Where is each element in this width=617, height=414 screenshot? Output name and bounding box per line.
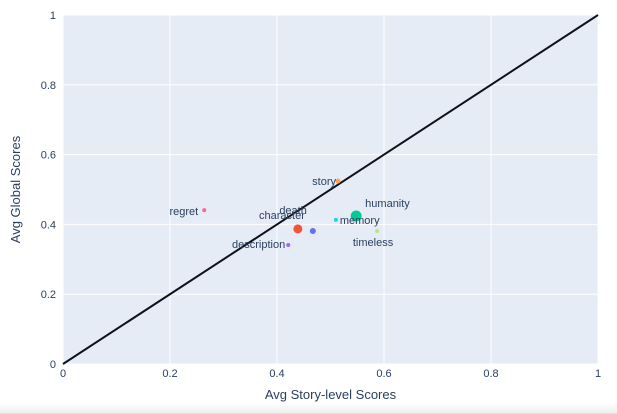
point-label-regret: regret bbox=[169, 206, 198, 218]
point-label-death: death bbox=[279, 205, 307, 217]
y-tick-label: 0.2 bbox=[41, 289, 56, 301]
data-point-story[interactable] bbox=[335, 178, 341, 184]
data-point-description[interactable] bbox=[286, 242, 291, 247]
y-tick-label: 0 bbox=[50, 359, 56, 371]
x-tick-label: 0.2 bbox=[162, 368, 177, 380]
data-point-memory[interactable] bbox=[333, 217, 338, 222]
data-point-character[interactable] bbox=[293, 224, 303, 234]
data-point-humanity[interactable] bbox=[350, 210, 362, 222]
point-label-description: description bbox=[232, 239, 285, 251]
y-tick-label: 0.8 bbox=[41, 80, 56, 92]
data-point-death[interactable] bbox=[309, 228, 316, 235]
x-tick-label: 1 bbox=[595, 368, 601, 380]
x-axis-title: Avg Story-level Scores bbox=[265, 387, 397, 402]
reference-line-layer bbox=[62, 14, 599, 365]
x-tick-label: 0.4 bbox=[269, 368, 284, 380]
x-tick-label: 0 bbox=[60, 368, 66, 380]
y-tick-label: 1 bbox=[50, 10, 56, 22]
point-label-story: story bbox=[312, 176, 336, 188]
x-tick-label: 0.6 bbox=[376, 368, 391, 380]
point-label-character: character bbox=[259, 210, 305, 222]
data-points-layer bbox=[202, 178, 380, 247]
window-bottom-edge bbox=[0, 404, 617, 414]
y-tick-label: 0.6 bbox=[41, 150, 56, 162]
point-label-memory: memory bbox=[340, 215, 380, 227]
identity-reference-line bbox=[62, 14, 599, 365]
point-label-humanity: humanity bbox=[365, 198, 410, 210]
data-point-regret[interactable] bbox=[202, 208, 207, 213]
axis-ticks-layer: 0 0.2 0.4 0.6 0.8 1 0 0.2 0.4 0.6 0.8 1 bbox=[41, 10, 601, 380]
x-tick-label: 0.8 bbox=[483, 368, 498, 380]
data-point-timeless[interactable] bbox=[375, 229, 380, 234]
y-tick-label: 0.4 bbox=[41, 219, 56, 231]
y-axis-title: Avg Global Scores bbox=[8, 135, 23, 243]
point-label-timeless: timeless bbox=[353, 237, 394, 249]
gridline-layer bbox=[62, 14, 599, 365]
